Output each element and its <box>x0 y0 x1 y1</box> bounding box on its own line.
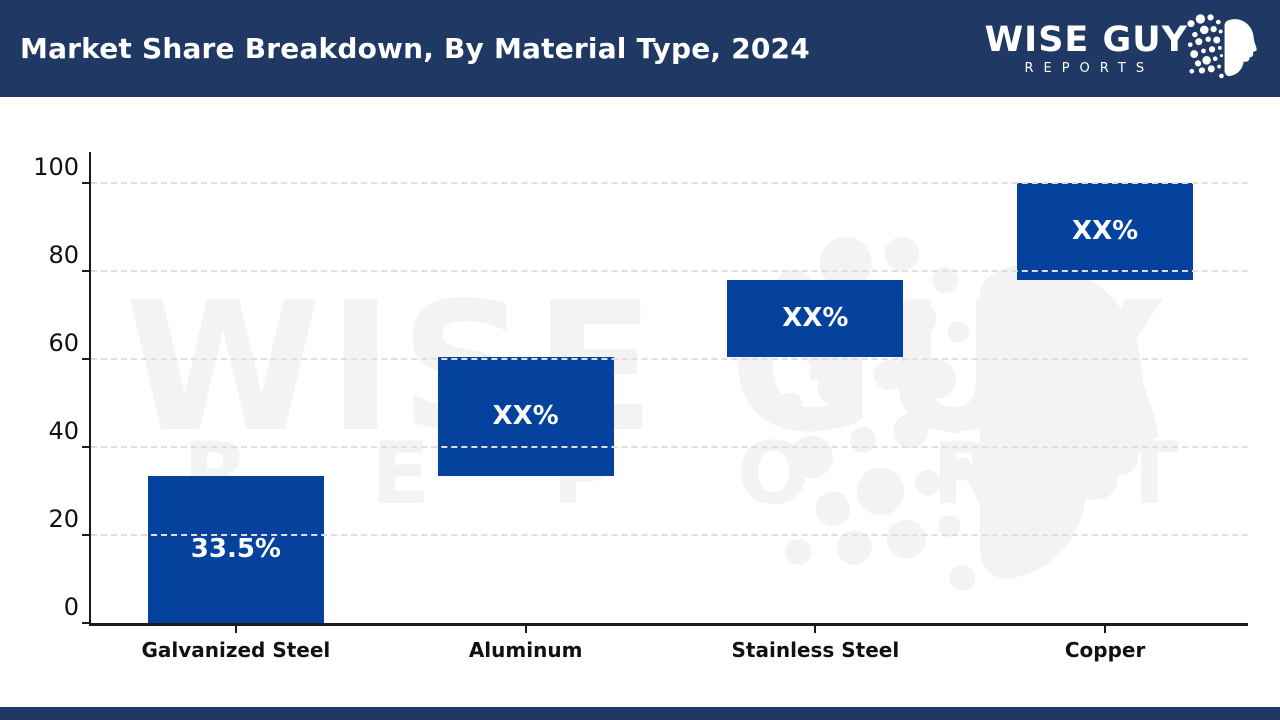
y-tick-label-0: 0 <box>63 593 79 621</box>
y-tick-mark-80 <box>82 269 91 272</box>
y-tick-mark-60 <box>82 357 91 360</box>
x-axis-label-copper: Copper <box>1064 638 1146 662</box>
logo-wordmark: WISE GUY <box>984 19 1188 60</box>
y-tick-mark-100 <box>82 181 91 184</box>
x-tick-mark-stainless-steel <box>814 626 817 633</box>
wise-guy-logo: WISE GUY REPORTS <box>985 11 1262 87</box>
bar-aluminum: XX% <box>437 356 614 476</box>
chart-title: Market Share Breakdown, By Material Type… <box>20 32 810 65</box>
header-bar: Market Share Breakdown, By Material Type… <box>0 0 1280 97</box>
x-axis-label-stainless-steel: Stainless Steel <box>731 638 900 662</box>
footer-bar <box>0 707 1280 720</box>
gridline-100 <box>91 181 1248 184</box>
x-axis-label-galvanized-steel: Galvanized Steel <box>141 638 331 662</box>
watermark-text-line1: WISE GUY <box>125 264 1167 471</box>
y-tick-mark-20 <box>82 533 91 536</box>
logo-text: WISE GUY REPORTS <box>984 19 1188 76</box>
y-tick-label-80: 80 <box>48 240 79 269</box>
bar-value-label-galvanized-steel: 33.5% <box>190 534 281 565</box>
plot-area: WISE GUY R E P O R T S 0 20 40 60 80 100 33.5%… <box>33 152 1280 662</box>
x-axis-label-aluminum: Aluminum <box>468 638 583 662</box>
y-tick-mark-40 <box>82 445 91 448</box>
bar-copper: XX% <box>1017 182 1194 280</box>
x-tick-mark-aluminum <box>524 626 527 633</box>
bar-galvanized-steel: 33.5% <box>147 475 324 623</box>
logo-face-icon <box>1184 11 1262 87</box>
y-tick-label-60: 60 <box>48 328 79 357</box>
gridline-20 <box>91 533 1248 536</box>
y-tick-mark-0 <box>82 622 91 624</box>
gridline-80 <box>91 269 1248 272</box>
bar-value-label-aluminum: XX% <box>492 401 559 432</box>
bar-value-label-copper: XX% <box>1072 216 1139 247</box>
x-tick-mark-copper <box>1104 626 1107 633</box>
y-tick-label-20: 20 <box>48 504 79 533</box>
logo-subtitle: REPORTS <box>1024 60 1155 76</box>
watermark-text-line2: R E P O R T S <box>183 424 1280 524</box>
x-tick-mark-galvanized-steel <box>234 626 237 633</box>
bar-stainless-steel: XX% <box>727 279 904 357</box>
y-tick-label-40: 40 <box>48 416 79 445</box>
gridline-40 <box>91 445 1248 448</box>
gridline-60 <box>91 357 1248 360</box>
y-tick-label-100: 100 <box>33 152 79 181</box>
bar-value-label-stainless-steel: XX% <box>782 303 849 334</box>
